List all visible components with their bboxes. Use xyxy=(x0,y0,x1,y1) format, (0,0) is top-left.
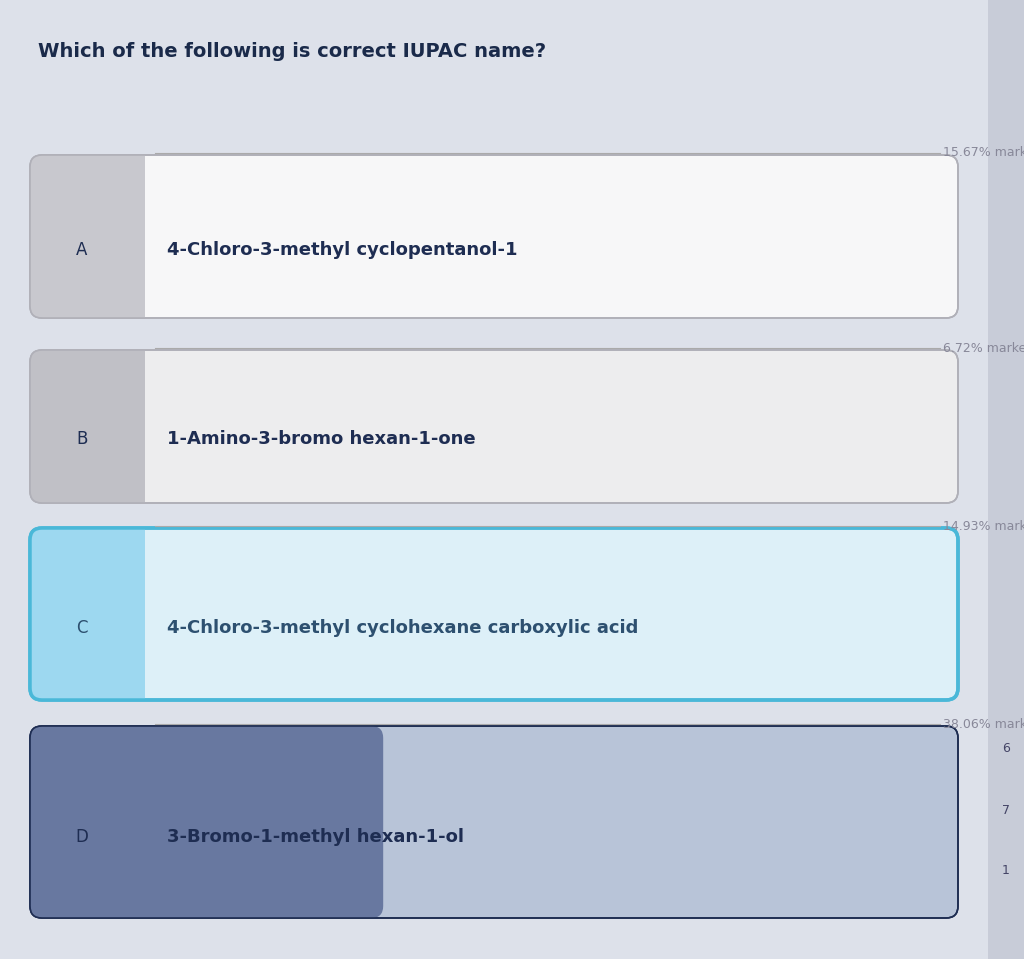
Text: 6: 6 xyxy=(1002,741,1010,755)
FancyBboxPatch shape xyxy=(30,726,958,918)
Text: 3-Bromo-1-methyl hexan-1-ol: 3-Bromo-1-methyl hexan-1-ol xyxy=(167,829,464,847)
Text: 14.93% marked this: 14.93% marked this xyxy=(943,520,1024,532)
Text: A: A xyxy=(76,241,87,259)
FancyBboxPatch shape xyxy=(30,528,958,700)
Text: 4-Chloro-3-methyl cyclohexane carboxylic acid: 4-Chloro-3-methyl cyclohexane carboxylic… xyxy=(167,619,638,637)
Text: 4-Chloro-3-methyl cyclopentanol-1: 4-Chloro-3-methyl cyclopentanol-1 xyxy=(167,241,517,259)
Text: Which of the following is correct IUPAC name?: Which of the following is correct IUPAC … xyxy=(38,42,546,61)
Text: 6.72% marked this: 6.72% marked this xyxy=(943,341,1024,355)
FancyBboxPatch shape xyxy=(30,350,958,503)
Bar xyxy=(30,155,145,318)
Bar xyxy=(30,726,145,918)
Text: 38.06% marked this: 38.06% marked this xyxy=(943,717,1024,731)
Bar xyxy=(988,0,1024,959)
Text: D: D xyxy=(76,829,88,847)
Text: 15.67% marked this: 15.67% marked this xyxy=(943,147,1024,159)
Bar xyxy=(30,350,145,503)
Text: B: B xyxy=(76,430,87,448)
Text: 1: 1 xyxy=(1002,863,1010,877)
FancyBboxPatch shape xyxy=(30,155,958,318)
FancyBboxPatch shape xyxy=(30,726,383,918)
Text: C: C xyxy=(76,619,87,637)
Text: 7: 7 xyxy=(1002,804,1010,816)
Bar xyxy=(30,528,145,700)
Text: 1-Amino-3-bromo hexan-1-one: 1-Amino-3-bromo hexan-1-one xyxy=(167,430,475,448)
